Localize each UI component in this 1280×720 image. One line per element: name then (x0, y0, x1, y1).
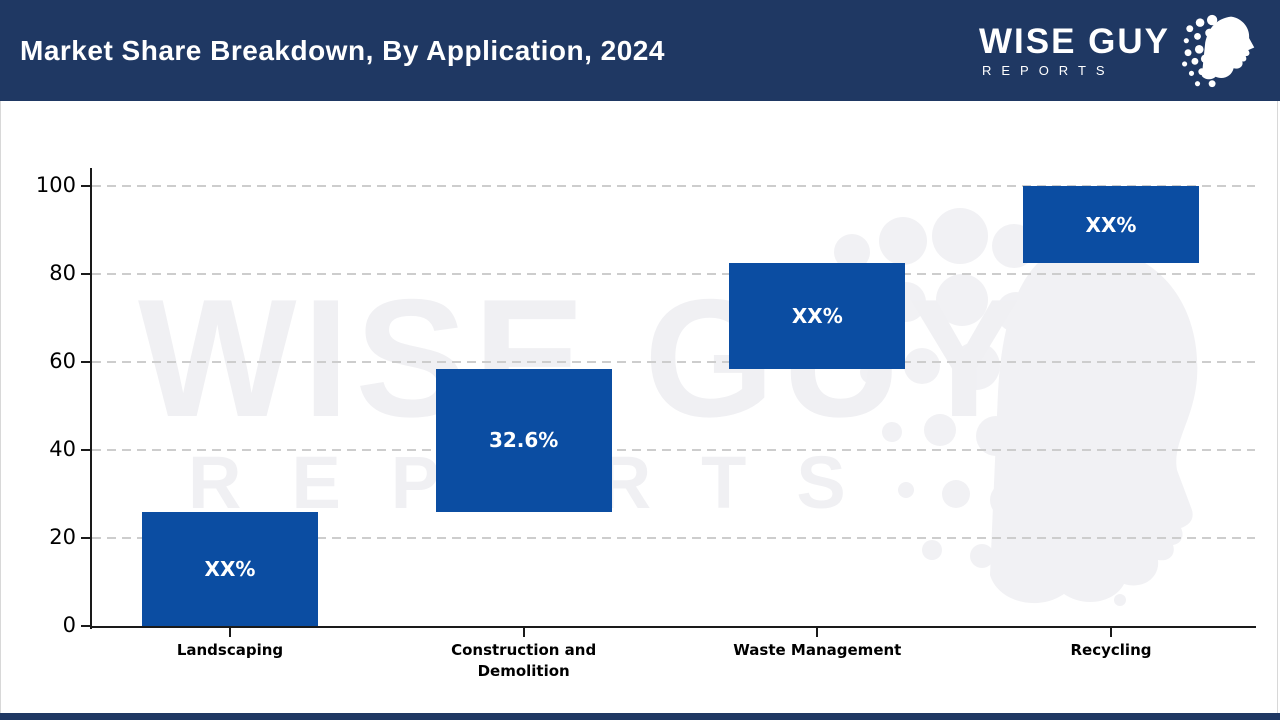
x-tick-mark (229, 628, 231, 637)
bar-value-label: XX% (1085, 212, 1137, 237)
brand-name: WISE GUY (978, 22, 1170, 61)
brand-head-icon (1182, 14, 1255, 87)
y-tick-mark (81, 449, 90, 451)
x-tick-mark (522, 628, 525, 637)
chart-title: Market Share Breakdown, By Application, … (20, 34, 665, 66)
gridline (92, 185, 1255, 187)
bar-construction-and-demolition: 32.6% (435, 368, 612, 513)
y-tick-mark (81, 361, 90, 363)
x-tick-mark (816, 628, 819, 637)
gridline (92, 449, 1255, 451)
x-tick-label: Recycling (1070, 641, 1152, 659)
bar-recycling: XX% (1023, 186, 1199, 264)
gridline (92, 537, 1255, 539)
y-tick-label: 40 (49, 437, 76, 461)
y-tick-mark (81, 625, 90, 627)
y-axis-line (90, 168, 92, 629)
footer-bar (0, 713, 1280, 720)
y-tick-mark (81, 185, 90, 187)
x-tick-label: Construction and Demolition (451, 641, 597, 680)
brand-logo: WISE GUY REPORTS (979, 10, 1262, 92)
brand-subname: REPORTS (981, 63, 1115, 78)
x-axis-line (90, 626, 1256, 628)
bar-value-label: XX% (791, 304, 843, 329)
y-tick-label: 100 (35, 173, 76, 197)
y-tick-label: 60 (49, 349, 76, 373)
gridline (92, 273, 1255, 275)
bar-landscaping: XX% (142, 512, 318, 626)
brand-logo-text: WISE GUY REPORTS (979, 24, 1170, 77)
bar-value-label: XX% (204, 557, 256, 581)
header: Market Share Breakdown, By Application, … (0, 0, 1280, 101)
bar-value-label: 32.6% (488, 428, 559, 453)
y-tick-label: 0 (62, 613, 76, 637)
y-tick-mark (81, 537, 90, 539)
x-tick-mark (1110, 628, 1112, 637)
x-tick-label: Waste Management (733, 641, 902, 659)
y-tick-label: 20 (49, 525, 76, 549)
y-tick-label: 80 (49, 261, 76, 285)
bar-waste-management: XX% (729, 263, 906, 369)
x-tick-label: Landscaping (176, 641, 284, 659)
plot-area: 0 20 40 60 80 100 XX% Landscaping 32.6% Construct… (36, 168, 1256, 680)
y-tick-mark (81, 273, 90, 275)
gridline (92, 361, 1255, 363)
